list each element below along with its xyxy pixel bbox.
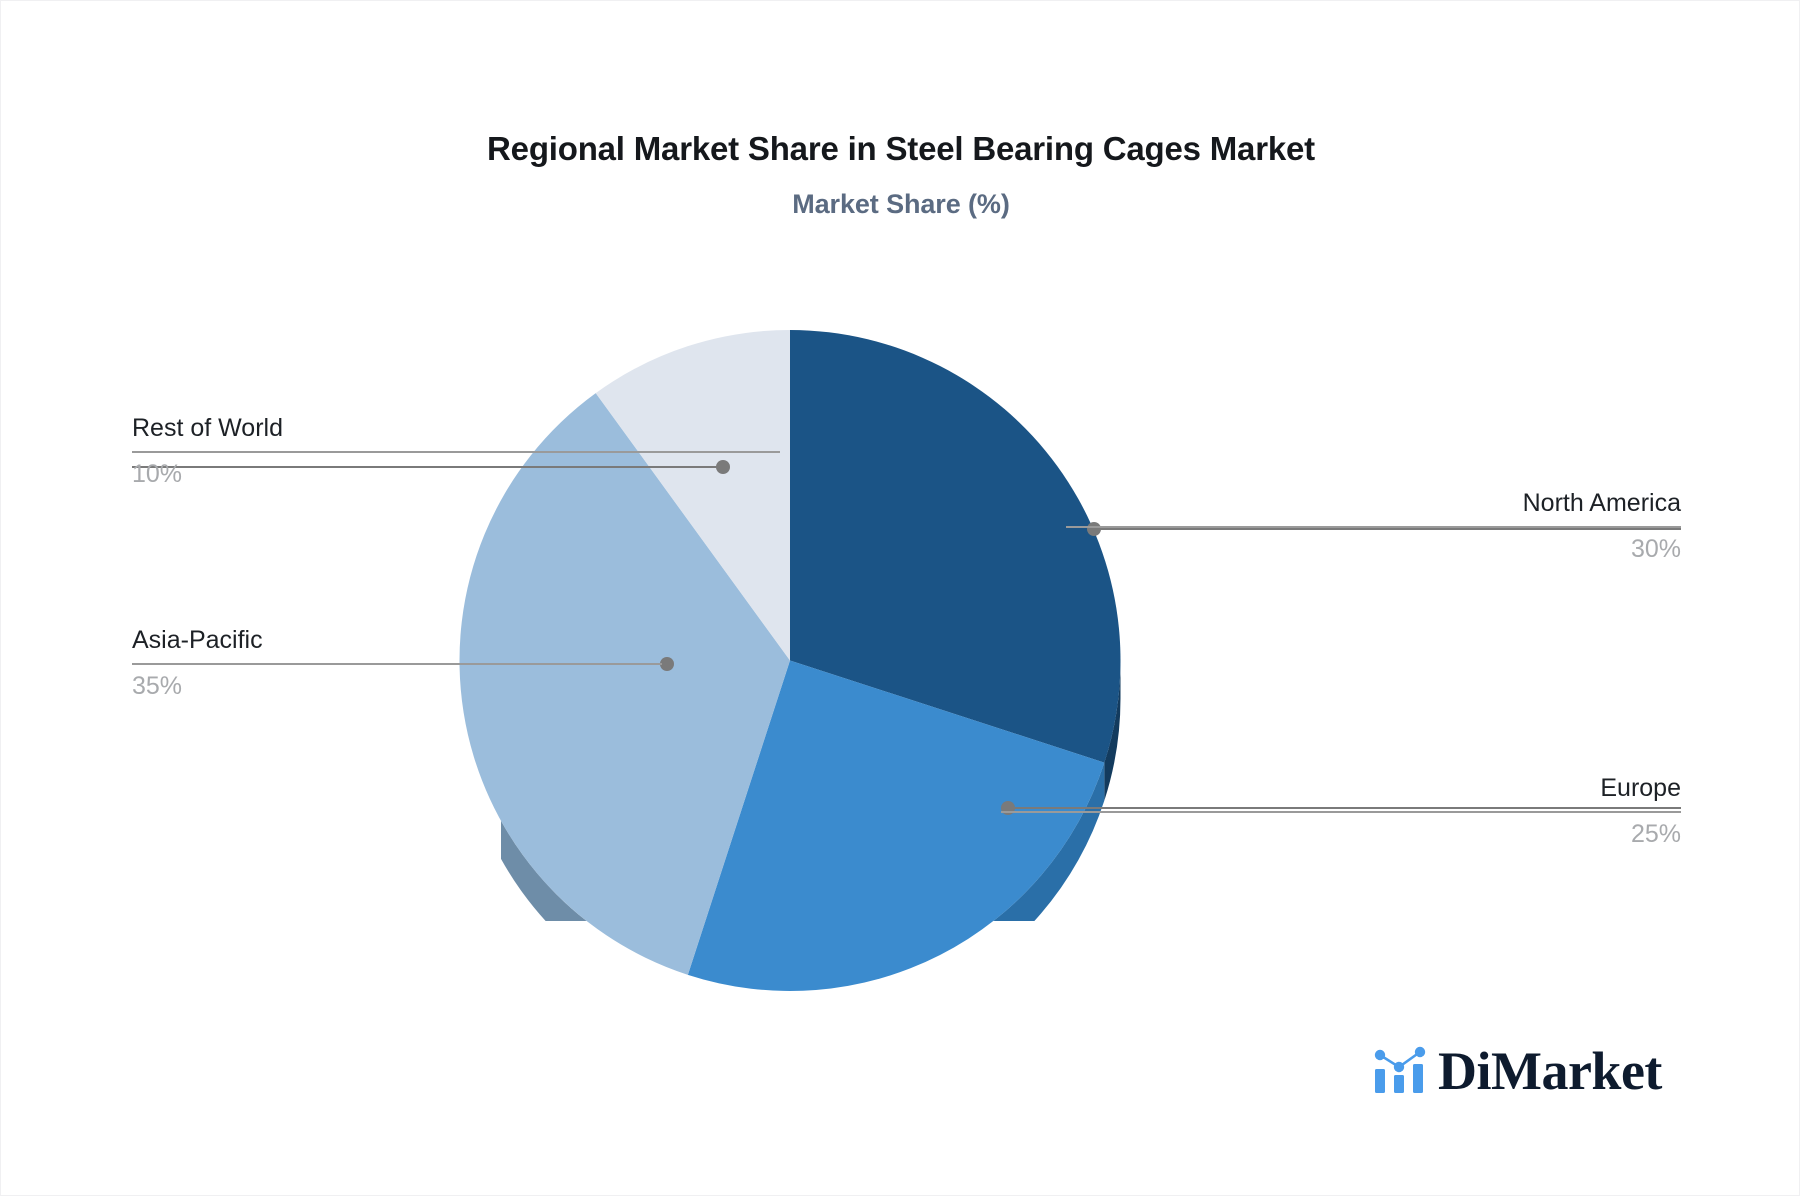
leader-dots-group xyxy=(660,460,1101,815)
chart-subtitle: Market Share (%) xyxy=(792,188,1010,219)
callout-rule-north-america xyxy=(1066,526,1681,529)
callout-value-asia-pacific: 35% xyxy=(132,672,183,701)
pie-slice-rest-of-world[interactable] xyxy=(595,330,790,661)
callout-label-asia-pacific: Asia-Pacific xyxy=(132,626,263,654)
callout-rule-asia-pacific xyxy=(132,663,662,666)
leader-dot-asia-pacific xyxy=(660,657,674,671)
chart-title: Regional Market Share in Steel Bearing C… xyxy=(487,130,1315,167)
callout-label-rest-of-world: Rest of World xyxy=(132,414,283,442)
callout-europe[interactable]: Europe 25% xyxy=(1001,773,1681,851)
bar-chart-trend-icon xyxy=(1374,1046,1426,1093)
callout-value-europe: 25% xyxy=(1630,820,1681,849)
brand-name: DiMarket xyxy=(1438,1041,1662,1101)
callout-value-rest-of-world: 10% xyxy=(132,460,183,489)
callout-north-america[interactable]: North America 30% xyxy=(1066,488,1681,566)
callout-rest-of-world[interactable]: Rest of World 10% xyxy=(132,413,780,491)
callout-value-north-america: 30% xyxy=(1630,535,1681,564)
callout-label-north-america: North America xyxy=(1522,489,1681,517)
title-block: Regional Market Share in Steel Bearing C… xyxy=(1,129,1799,220)
callout-asia-pacific[interactable]: Asia-Pacific 35% xyxy=(132,625,662,703)
callout-rule-rest-of-world xyxy=(132,451,780,454)
brand-logo[interactable]: DiMarket xyxy=(1372,1044,1662,1098)
callout-label-europe: Europe xyxy=(1600,774,1681,802)
pie-side-asia-pacific xyxy=(501,820,587,921)
callout-rule-europe xyxy=(1001,811,1681,814)
